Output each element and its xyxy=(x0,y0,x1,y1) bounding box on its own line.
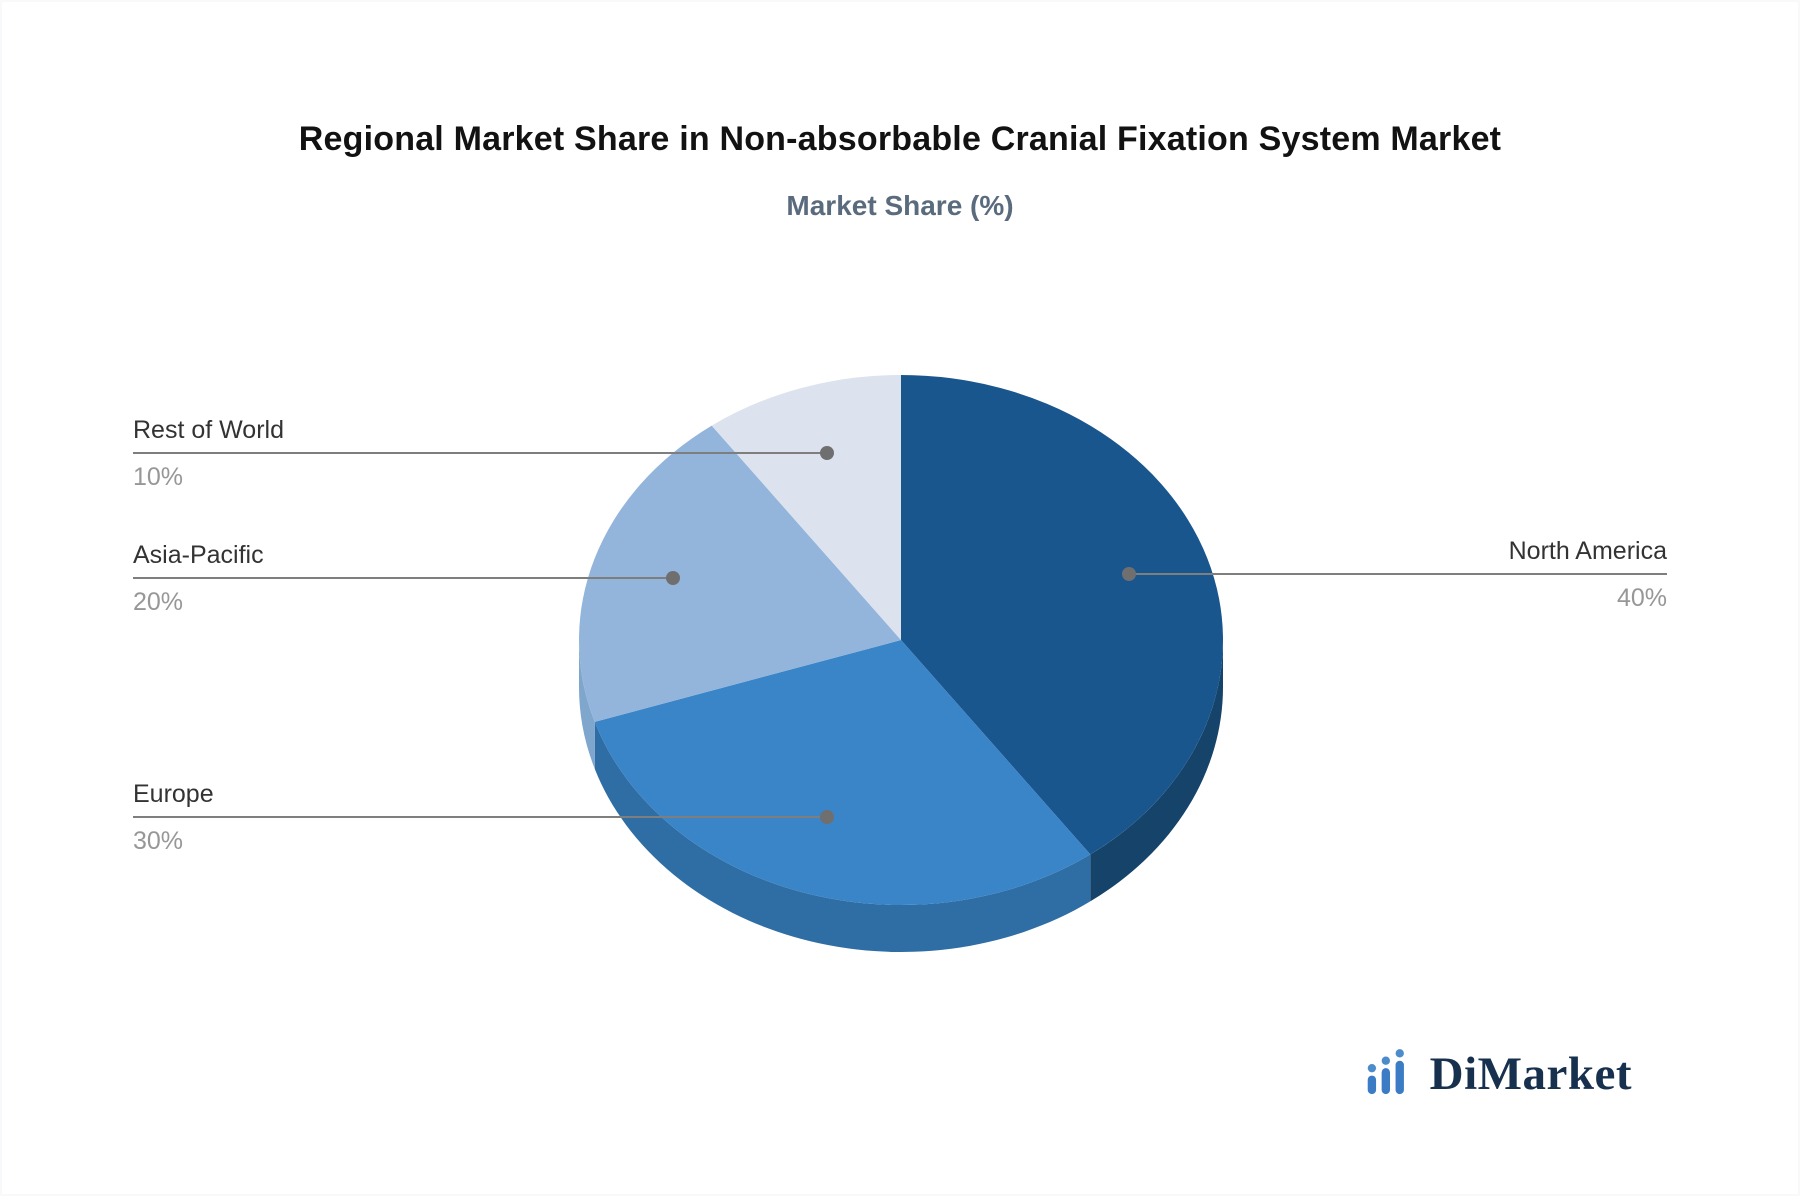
pie-side-europe xyxy=(594,721,1091,952)
dimarket-logo: DiMarket xyxy=(1364,1042,1632,1098)
callout-europe: Europe 30% xyxy=(133,780,834,855)
connector-dot-north-america xyxy=(1122,567,1136,581)
pie-slice-rest-of-world[interactable] xyxy=(711,375,901,640)
slice-label-europe: Europe xyxy=(133,780,214,808)
chart-title: Regional Market Share in Non-absorbable … xyxy=(298,120,1502,158)
slice-percent-europe: 30% xyxy=(133,827,184,855)
callout-asia-pacific: Asia-Pacific 20% xyxy=(133,541,680,616)
chart-subtitle: Market Share (%) xyxy=(786,190,1014,221)
connector-dot-europe xyxy=(820,810,834,824)
pie-slice-north-america[interactable] xyxy=(901,375,1224,855)
callout-rest-of-world: Rest of World 10% xyxy=(133,416,834,491)
slice-label-north-america: North America xyxy=(1508,537,1667,565)
slice-percent-north-america: 40% xyxy=(1616,584,1667,612)
connector-dot-rest-of-world xyxy=(820,446,834,460)
slice-percent-rest-of-world: 10% xyxy=(133,463,184,491)
pie-slice-asia-pacific[interactable] xyxy=(579,425,901,722)
connector-dot-asia-pacific xyxy=(666,571,680,585)
slice-label-asia-pacific: Asia-Pacific xyxy=(133,541,264,569)
pie-slice-europe[interactable] xyxy=(594,640,1091,906)
dimarket-logo-text: DiMarket xyxy=(1429,1048,1632,1100)
slice-label-rest-of-world: Rest of World xyxy=(133,416,284,444)
pie-side-north-america xyxy=(1090,640,1223,902)
callout-north-america: North America 40% xyxy=(1122,537,1667,612)
slice-percent-asia-pacific: 20% xyxy=(133,588,184,616)
pie-side-asia-pacific xyxy=(579,640,595,769)
dimarket-logo-icon xyxy=(1367,1049,1404,1095)
